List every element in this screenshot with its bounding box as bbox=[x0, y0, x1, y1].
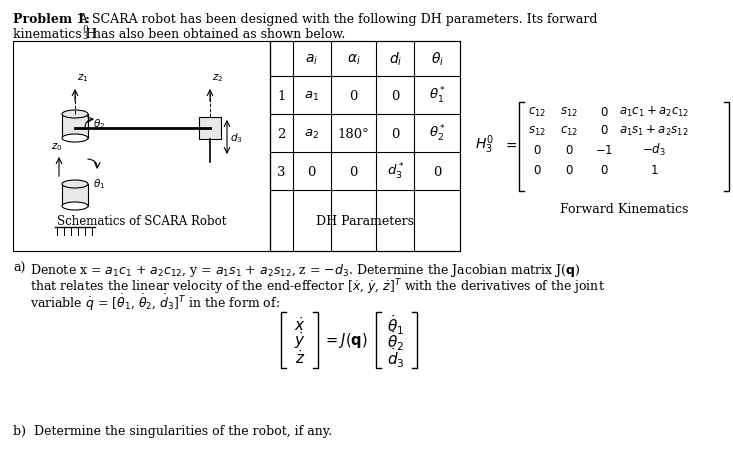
Text: b)  Determine the singularities of the robot, if any.: b) Determine the singularities of the ro… bbox=[13, 424, 332, 437]
Text: $\theta_2^*$: $\theta_2^*$ bbox=[429, 124, 446, 144]
Text: 1: 1 bbox=[277, 89, 286, 102]
Text: A SCARA robot has been designed with the following DH parameters. Its forward: A SCARA robot has been designed with the… bbox=[75, 13, 597, 26]
Text: $a_1s_1+a_2s_{12}$: $a_1s_1+a_2s_{12}$ bbox=[619, 124, 689, 138]
Text: 0: 0 bbox=[308, 165, 316, 178]
Text: 2: 2 bbox=[277, 127, 286, 140]
Text: 0: 0 bbox=[350, 89, 358, 102]
Text: $0$: $0$ bbox=[600, 163, 608, 176]
Text: $c_{12}$: $c_{12}$ bbox=[528, 105, 546, 118]
Text: $s_{12}$: $s_{12}$ bbox=[528, 124, 546, 137]
Bar bbox=[62, 184, 88, 207]
Text: $= J(\mathbf{q})$: $= J(\mathbf{q})$ bbox=[323, 331, 368, 350]
Text: $\boldsymbol{\theta_i}$: $\boldsymbol{\theta_i}$ bbox=[430, 51, 443, 68]
Text: 0: 0 bbox=[350, 165, 358, 178]
Text: $0$: $0$ bbox=[600, 124, 608, 137]
Bar bbox=[62, 115, 88, 139]
Text: $\boldsymbol{d_i}$: $\boldsymbol{d_i}$ bbox=[388, 51, 402, 68]
Text: has also been obtained as shown below.: has also been obtained as shown below. bbox=[89, 28, 345, 41]
Text: $\dot{y}$: $\dot{y}$ bbox=[294, 330, 306, 351]
Text: $\theta_1^*$: $\theta_1^*$ bbox=[429, 86, 446, 106]
Text: $\boldsymbol{\alpha_i}$: $\boldsymbol{\alpha_i}$ bbox=[347, 52, 361, 67]
Text: $a_1c_1+a_2c_{12}$: $a_1c_1+a_2c_{12}$ bbox=[619, 105, 689, 119]
Text: $\dot{x}$: $\dot{x}$ bbox=[294, 315, 306, 333]
Text: 3: 3 bbox=[82, 32, 88, 41]
Text: $z_0$: $z_0$ bbox=[51, 141, 62, 152]
Bar bbox=[13, 42, 730, 252]
Text: $-d_3$: $-d_3$ bbox=[642, 142, 666, 158]
Text: $\dot{z}$: $\dot{z}$ bbox=[295, 348, 305, 366]
Text: $a_2$: $a_2$ bbox=[304, 127, 320, 140]
Text: 3: 3 bbox=[277, 165, 286, 178]
Text: $c_{12}$: $c_{12}$ bbox=[560, 124, 578, 137]
Text: kinematics H: kinematics H bbox=[13, 28, 97, 41]
Ellipse shape bbox=[62, 111, 88, 119]
Text: $\boldsymbol{a_i}$: $\boldsymbol{a_i}$ bbox=[305, 52, 318, 67]
Bar bbox=[199, 118, 221, 140]
Text: $-1$: $-1$ bbox=[595, 143, 613, 156]
Ellipse shape bbox=[62, 135, 88, 143]
Text: Denote x = $a_1c_1$ + $a_2c_{12}$, y = $a_1s_1$ + $a_2s_{12}$, z = $-d_3$. Deter: Denote x = $a_1c_1$ + $a_2c_{12}$, y = $… bbox=[30, 262, 581, 278]
Text: DH Parameters: DH Parameters bbox=[316, 215, 414, 227]
Text: $z_2$: $z_2$ bbox=[212, 72, 224, 84]
Text: $0$: $0$ bbox=[533, 163, 541, 176]
Text: $\dot{d}_3$: $\dot{d}_3$ bbox=[387, 345, 405, 369]
Text: $a_1$: $a_1$ bbox=[304, 89, 320, 102]
Text: 0: 0 bbox=[433, 165, 441, 178]
Bar bbox=[13, 42, 460, 252]
Text: 0: 0 bbox=[391, 127, 399, 140]
Ellipse shape bbox=[62, 202, 88, 211]
Text: $s_{12}$: $s_{12}$ bbox=[560, 105, 578, 118]
Text: that relates the linear velocity of the end-effector [$\dot{x}$, $\dot{y}$, $\do: that relates the linear velocity of the … bbox=[30, 276, 605, 296]
Text: variable $\dot{q}$ = [$\dot{\theta}_1$, $\dot{\theta}_2$, $\dot{d}_3$]$^T$ in th: variable $\dot{q}$ = [$\dot{\theta}_1$, … bbox=[30, 291, 280, 312]
Text: Schematics of SCARA Robot: Schematics of SCARA Robot bbox=[57, 215, 226, 227]
Text: 180°: 180° bbox=[338, 127, 369, 140]
Text: 0: 0 bbox=[82, 25, 88, 34]
Text: Problem 1:: Problem 1: bbox=[13, 13, 90, 26]
Text: $\theta_2$: $\theta_2$ bbox=[93, 117, 106, 130]
Text: 0: 0 bbox=[391, 89, 399, 102]
Text: $0$: $0$ bbox=[600, 105, 608, 118]
Text: $H_3^0$: $H_3^0$ bbox=[475, 133, 494, 156]
Text: Forward Kinematics: Forward Kinematics bbox=[560, 203, 688, 216]
Text: $0$: $0$ bbox=[564, 143, 573, 156]
Text: $z_1$: $z_1$ bbox=[77, 72, 89, 84]
Text: $\theta_1$: $\theta_1$ bbox=[93, 177, 106, 190]
Text: $0$: $0$ bbox=[533, 143, 541, 156]
Text: $d_3^*$: $d_3^*$ bbox=[386, 161, 404, 182]
Text: $=$: $=$ bbox=[503, 138, 517, 152]
Text: $1$: $1$ bbox=[650, 163, 658, 176]
Text: a): a) bbox=[13, 262, 26, 274]
Text: $d_3$: $d_3$ bbox=[230, 131, 243, 145]
Text: $0$: $0$ bbox=[564, 163, 573, 176]
Text: $\dot{\theta}_1$: $\dot{\theta}_1$ bbox=[388, 313, 405, 336]
Ellipse shape bbox=[62, 180, 88, 189]
Text: $\dot{\theta}_2$: $\dot{\theta}_2$ bbox=[388, 328, 405, 352]
